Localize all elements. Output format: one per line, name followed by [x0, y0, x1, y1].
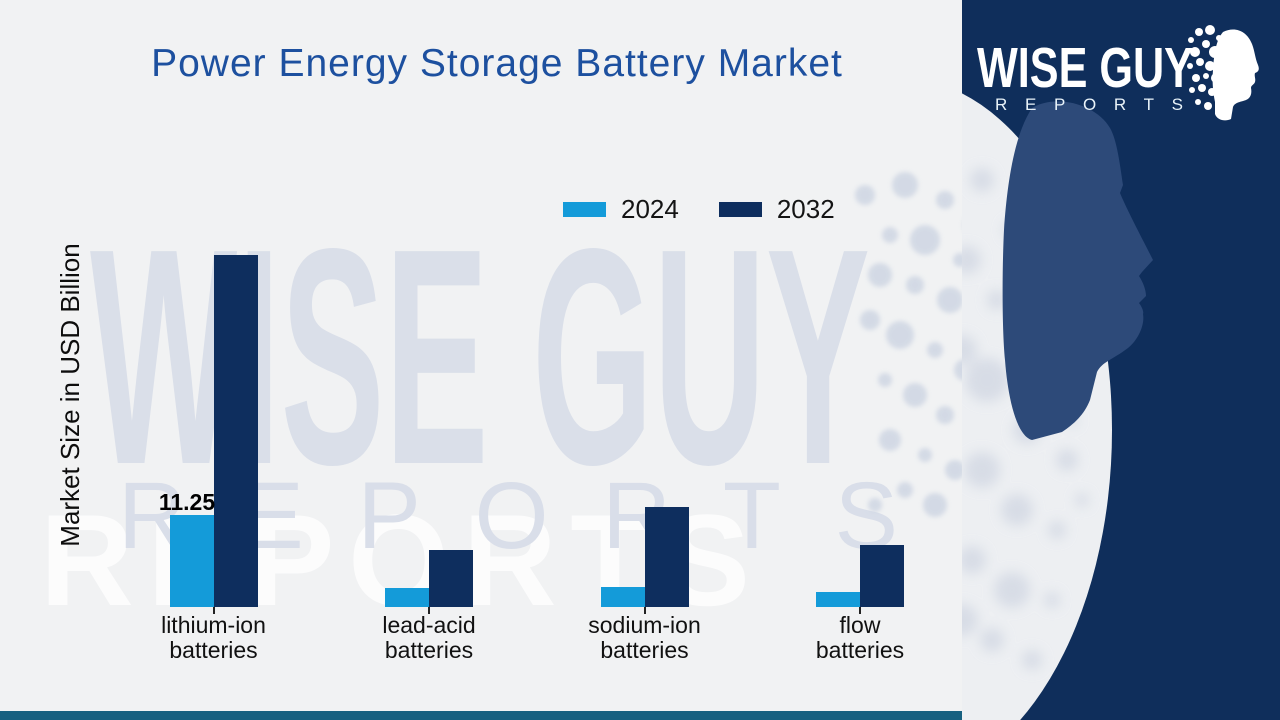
logo-head-icon [1187, 25, 1259, 121]
legend: 2024 2032 [563, 194, 875, 224]
x-label-sodium-ion: sodium-ion batteries [588, 612, 701, 663]
legend-swatch-2032 [718, 201, 762, 217]
legend-label-2024: 2024 [621, 194, 679, 224]
bar-2024-lithium-ion [169, 515, 214, 607]
bar-2032-lithium-ion [213, 255, 258, 607]
x-label-lithium-ion: lithium-ion batteries [161, 612, 266, 663]
chart-title: Power Energy Storage Battery Market [151, 42, 843, 85]
bar-value-label: 11.25 [158, 489, 216, 515]
bar-2032-flow [860, 545, 904, 607]
legend-swatch-2024 [563, 201, 606, 217]
legend-item-2024: 2024 [563, 194, 679, 224]
brand-panel: WISE GUY REPORTS [962, 0, 1280, 720]
legend-label-2032: 2032 [776, 194, 835, 224]
x-label-flow: flow batteries [815, 612, 905, 663]
footer-accent-bar [0, 711, 962, 720]
bar-2032-lead-acid [429, 550, 473, 607]
bar-2032-sodium-ion [644, 507, 689, 607]
bar-2024-flow [816, 592, 860, 607]
x-tick [212, 607, 215, 614]
x-tick [643, 607, 646, 614]
x-label-lead-acid: lead-acid batteries [382, 612, 476, 663]
x-tick [428, 607, 430, 614]
bar-2024-lead-acid [385, 588, 429, 607]
plot-area: lithium-ion batteries lead-acid batteries… [161, 255, 904, 663]
logo-wiseguy-text: WISE GUY [977, 36, 1193, 100]
bar-2024-sodium-ion [600, 587, 645, 607]
face-silhouette [1002, 101, 1153, 440]
legend-item-2032: 2032 [718, 194, 835, 224]
x-tick [859, 607, 861, 614]
